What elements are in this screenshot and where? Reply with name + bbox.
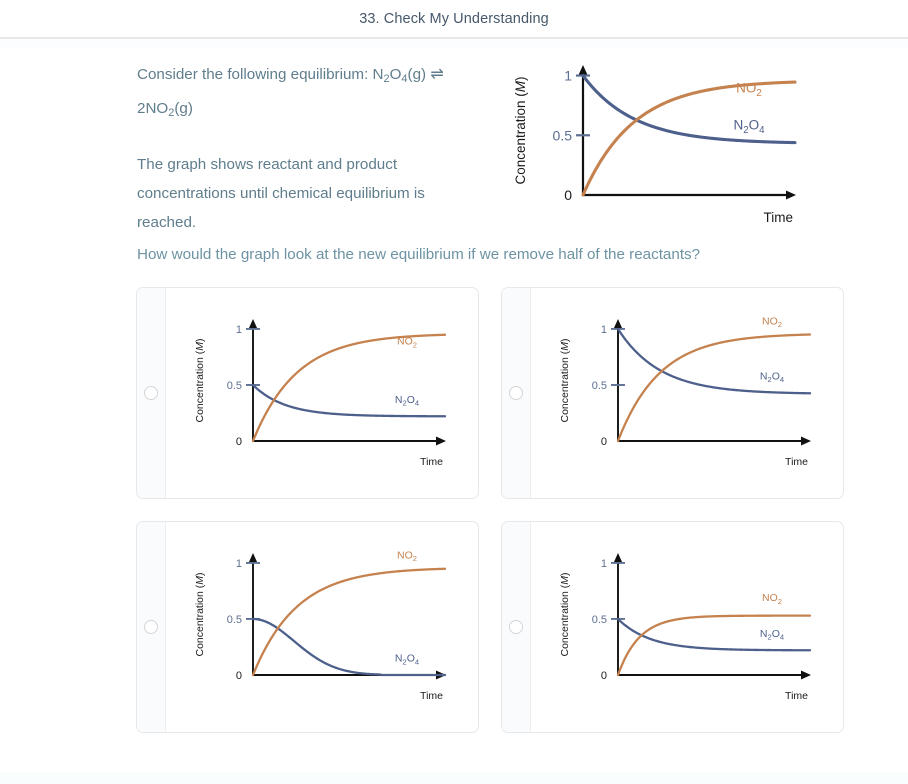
series-curve-NO2 [616, 332, 812, 442]
question-text: How would the graph look at the new equi… [137, 246, 701, 263]
y-tick-label: 0 [601, 669, 607, 681]
series-label-N2O4: N2O4 [395, 652, 419, 666]
option-gutter-a[interactable] [137, 288, 166, 498]
y-tick-label: 0.5 [227, 613, 242, 625]
y-tick-label: 0.5 [592, 613, 607, 625]
y-tick-label: 0.5 [592, 379, 607, 391]
equilibrium-arrow-icon: ⇌ [430, 66, 444, 83]
y-axis-title: Concentration (M) [194, 338, 206, 422]
option-card-b[interactable]: 0 0.5 1 Concentration (M) Time N2O4 NO2 [501, 287, 844, 499]
series-curve-N2O4 [581, 74, 797, 145]
series-label-NO2: NO2 [397, 549, 417, 563]
y-axis-title: Concentration (M) [513, 76, 528, 184]
page-title: 33. Check My Understanding [359, 10, 549, 27]
option-gutter-b[interactable] [502, 288, 531, 498]
prompt-block: Consider the following equilibrium: N2O4… [137, 60, 487, 237]
y-tick-label: 1 [236, 557, 242, 569]
footer-band [0, 772, 908, 784]
y-tick-label: 1 [564, 68, 572, 84]
series-label-N2O4: N2O4 [395, 393, 419, 407]
series-label-NO2: NO2 [762, 592, 782, 606]
option-card-a[interactable]: 0 0.5 1 Concentration (M) Time N2O4 NO2 [136, 287, 479, 499]
series-curve-NO2 [616, 613, 812, 676]
option-card-c[interactable]: 0 0.5 1 Concentration (M) Time N2O4 NO2 [136, 521, 479, 733]
option-body-b[interactable]: 0 0.5 1 Concentration (M) Time N2O4 NO2 [531, 288, 843, 498]
prompt-paragraph: The graph shows reactant and product con… [137, 156, 425, 232]
y-tick-label: 1 [601, 557, 607, 569]
y-axis-title: Concentration (M) [194, 572, 206, 656]
equation-lead-in: Consider the following equilibrium: N [137, 66, 384, 83]
header-tint-band [0, 39, 908, 48]
equation-sub-o4: 4 [401, 73, 408, 86]
prompt-spacer [137, 128, 487, 150]
equation-sub-n2: 2 [383, 73, 390, 86]
series-curve-N2O4 [616, 617, 812, 651]
page-header: 33. Check My Understanding [0, 0, 908, 37]
series-label-N2O4: N2O4 [760, 370, 784, 384]
y-tick-label: 0 [236, 435, 242, 447]
equation-state-g2: (g) [174, 100, 193, 118]
x-axis-title: Time [785, 456, 808, 468]
y-tick-label: 1 [236, 323, 242, 335]
option-body-d[interactable]: 0 0.5 1 Concentration (M) Time N2O4 NO2 [531, 522, 843, 732]
option-card-d[interactable]: 0 0.5 1 Concentration (M) Time N2O4 NO2 [501, 521, 844, 733]
y-tick-label: 0 [236, 669, 242, 681]
series-label-NO2: NO2 [762, 315, 782, 329]
series-curve-NO2 [251, 333, 447, 442]
option-gutter-d[interactable] [502, 522, 531, 732]
series-label-NO2: NO2 [736, 80, 762, 99]
series-curve-N2O4 [251, 617, 447, 676]
series-curve-NO2 [251, 567, 447, 676]
series-label-N2O4: N2O4 [760, 627, 784, 641]
x-axis-title: Time [420, 456, 443, 468]
radio-button-a[interactable] [144, 386, 158, 400]
radio-button-d[interactable] [509, 620, 523, 634]
y-tick-label: 1 [601, 323, 607, 335]
y-tick-label: 0 [601, 435, 607, 447]
series-curve-N2O4 [251, 383, 447, 417]
option-b-chart-svg: 0 0.5 1 Concentration (M) Time N2O4 NO2 [559, 315, 812, 468]
radio-button-c[interactable] [144, 620, 158, 634]
reference-chart-svg: 0 0.5 1 Concentration (M) Time N2O4 NO2 [513, 65, 797, 225]
radio-button-b[interactable] [509, 386, 523, 400]
y-tick-label: 0.5 [553, 127, 573, 143]
x-axis-title: Time [764, 210, 794, 225]
equation-o: O [389, 66, 402, 83]
y-axis-title: Concentration (M) [559, 338, 571, 422]
option-gutter-c[interactable] [137, 522, 166, 732]
y-axis-title: Concentration (M) [559, 572, 571, 656]
equation-sub-no2: 2 [168, 107, 175, 120]
option-body-c[interactable]: 0 0.5 1 Concentration (M) Time N2O4 NO2 [166, 522, 478, 732]
y-tick-label: 0.5 [227, 379, 242, 391]
y-tick-label: 0 [564, 187, 572, 203]
option-body-a[interactable]: 0 0.5 1 Concentration (M) Time N2O4 NO2 [166, 288, 478, 498]
x-axis-title: Time [785, 690, 808, 702]
equation-state-g1: (g) [407, 66, 427, 83]
series-curve-NO2 [581, 80, 797, 197]
equation-2no: 2NO [137, 100, 169, 118]
series-label-N2O4: N2O4 [733, 117, 765, 136]
option-d-chart-svg: 0 0.5 1 Concentration (M) Time N2O4 NO2 [559, 552, 812, 702]
option-a-chart-svg: 0 0.5 1 Concentration (M) Time N2O4 NO2 [194, 318, 447, 468]
reference-chart: 0 0.5 1 Concentration (M) Time N2O4 NO2 [505, 52, 805, 242]
option-c-chart-svg: 0 0.5 1 Concentration (M) Time N2O4 NO2 [194, 549, 447, 702]
equilibrium-equation: Consider the following equilibrium: N2O4… [137, 60, 487, 128]
x-axis-title: Time [420, 690, 443, 702]
answer-options: 0 0.5 1 Concentration (M) Time N2O4 NO2 0 0.5 1 C… [136, 287, 844, 733]
header-divider [0, 37, 908, 39]
series-label-NO2: NO2 [397, 335, 417, 349]
equation-text: Consider the following equilibrium: N2O4… [137, 66, 444, 120]
series-curve-N2O4 [616, 327, 812, 394]
